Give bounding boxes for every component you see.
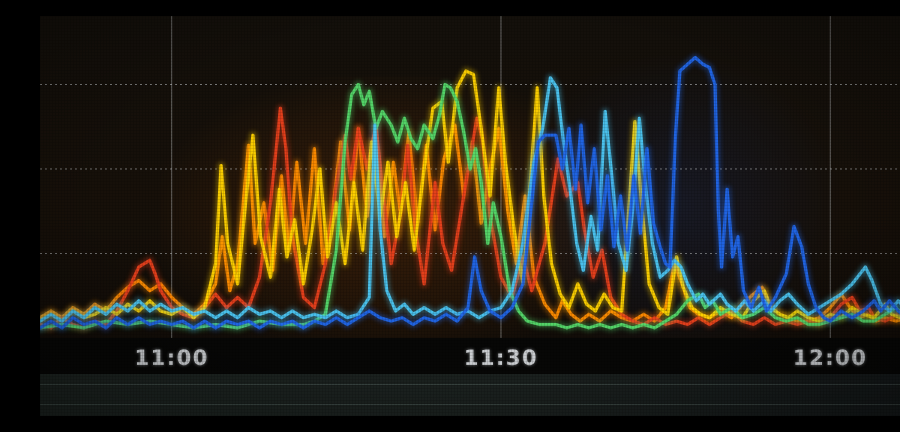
x-tick-label-11-00: 11:00 (134, 346, 209, 370)
bottom-panel (40, 374, 900, 416)
x-tick-label-12-00: 12:00 (793, 346, 868, 370)
panel-divider-line (40, 384, 900, 385)
monitoring-chart-photo: 11:00 11:30 12:00 (40, 16, 900, 416)
line-chart[interactable] (40, 16, 900, 416)
x-axis (40, 338, 900, 374)
panel-divider-line (40, 404, 900, 405)
plot-area[interactable] (40, 16, 900, 356)
x-tick-label-11-30: 11:30 (463, 346, 539, 370)
